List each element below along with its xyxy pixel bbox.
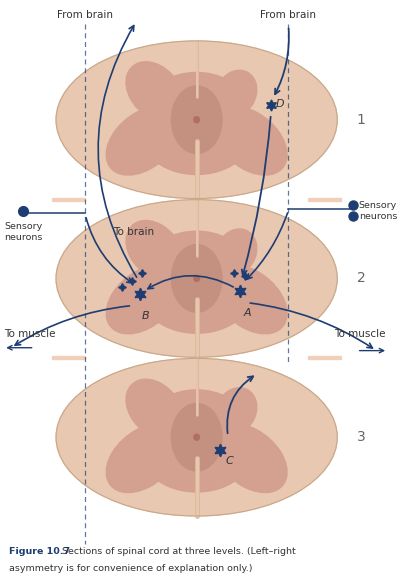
Ellipse shape — [215, 388, 257, 434]
Text: From brain: From brain — [58, 10, 113, 20]
Ellipse shape — [141, 251, 253, 334]
Text: Sensory
neurons: Sensory neurons — [359, 201, 397, 220]
Text: Sensory
neurons: Sensory neurons — [4, 223, 43, 242]
Text: D: D — [275, 99, 284, 109]
Ellipse shape — [151, 231, 242, 288]
Text: 3: 3 — [357, 430, 366, 444]
Ellipse shape — [147, 82, 246, 157]
Ellipse shape — [147, 241, 246, 316]
Ellipse shape — [171, 404, 222, 471]
Ellipse shape — [194, 117, 200, 123]
Ellipse shape — [215, 70, 257, 117]
Ellipse shape — [56, 358, 337, 516]
Ellipse shape — [151, 390, 242, 447]
Ellipse shape — [215, 229, 257, 276]
Ellipse shape — [106, 424, 180, 492]
Ellipse shape — [213, 265, 287, 334]
Ellipse shape — [56, 200, 337, 357]
Bar — [308, 356, 341, 359]
Text: To muscle: To muscle — [335, 329, 386, 339]
Ellipse shape — [106, 106, 180, 175]
Ellipse shape — [141, 92, 253, 175]
Text: B: B — [142, 311, 149, 321]
Text: 1: 1 — [357, 113, 366, 126]
Text: To brain: To brain — [113, 227, 154, 237]
Ellipse shape — [126, 220, 183, 280]
Ellipse shape — [147, 400, 246, 474]
Ellipse shape — [171, 245, 222, 312]
Text: asymmetry is for convenience of explanation only.): asymmetry is for convenience of explanat… — [9, 564, 253, 573]
Ellipse shape — [213, 424, 287, 492]
Ellipse shape — [151, 72, 242, 129]
Text: 2: 2 — [357, 271, 366, 285]
Text: From brain: From brain — [260, 10, 316, 20]
Ellipse shape — [213, 106, 287, 175]
Text: A: A — [243, 309, 251, 318]
Ellipse shape — [141, 409, 253, 492]
Ellipse shape — [56, 41, 337, 198]
Ellipse shape — [194, 434, 200, 440]
Ellipse shape — [106, 265, 180, 334]
Text: C: C — [226, 456, 234, 466]
Ellipse shape — [126, 61, 183, 121]
Bar — [52, 198, 85, 201]
Bar — [308, 198, 341, 201]
Bar — [52, 356, 85, 359]
Ellipse shape — [171, 86, 222, 154]
Text: Figure 10.7: Figure 10.7 — [9, 547, 70, 556]
Ellipse shape — [194, 276, 200, 281]
Ellipse shape — [126, 379, 183, 438]
Text: Sections of spinal cord at three levels. (Left–right: Sections of spinal cord at three levels.… — [62, 547, 296, 556]
Text: To muscle: To muscle — [4, 329, 56, 339]
